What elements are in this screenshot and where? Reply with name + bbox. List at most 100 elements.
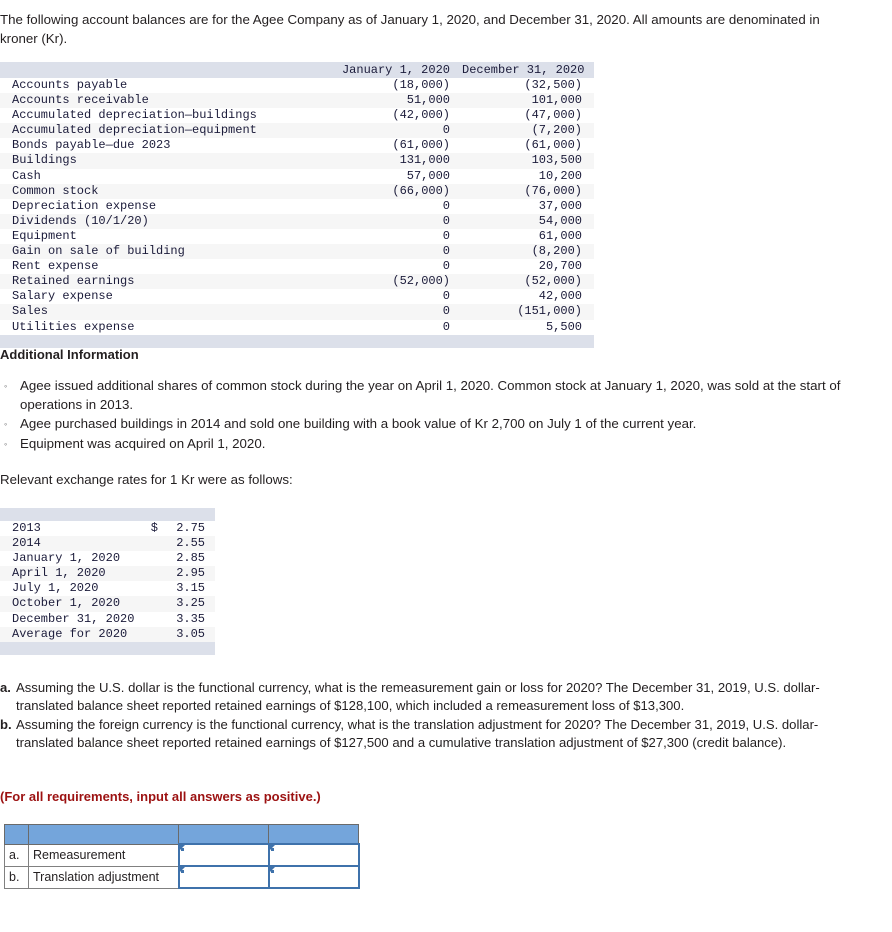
rates-foot-cell-2 bbox=[140, 641, 162, 655]
answer-header-label bbox=[28, 824, 179, 845]
table-row: Utilities expense 0 5,500 bbox=[0, 319, 594, 335]
dec-balance-cell: (7,200) bbox=[531, 123, 582, 138]
jan-balance-cell: 51,000 bbox=[406, 93, 450, 108]
cell-dropdown-marker-dot-icon bbox=[270, 848, 274, 851]
cell-dropdown-marker-icon bbox=[179, 845, 185, 850]
exchange-rates-intro: Relevant exchange rates for 1 Kr were as… bbox=[0, 472, 293, 487]
rate-date-cell: Average for 2020 bbox=[12, 626, 128, 641]
jan-balance-cell: (61,000) bbox=[392, 138, 450, 153]
balances-header-dec: December 31, 2020 bbox=[462, 62, 594, 78]
rates-band-cell-3 bbox=[162, 508, 215, 521]
currency-symbol-cell bbox=[140, 536, 162, 551]
table-row: Rent expense 0 20,700 bbox=[0, 259, 594, 275]
answer-input-cell-2[interactable] bbox=[267, 843, 360, 867]
table-row: Accounts receivable 51,000 101,000 bbox=[0, 93, 594, 109]
table-row: Gain on sale of building 0 (8,200) bbox=[0, 244, 594, 260]
table-row: 2013 $2.75 bbox=[0, 521, 215, 537]
dec-balance-cell: 61,000 bbox=[538, 228, 582, 243]
answer-input-cell-1[interactable] bbox=[177, 865, 270, 889]
rate-value-cell: 2.95 bbox=[176, 566, 205, 581]
account-name-cell: Sales bbox=[12, 304, 49, 319]
intro-paragraph: The following account balances are for t… bbox=[0, 12, 820, 46]
currency-symbol-cell bbox=[140, 627, 162, 642]
answer-row-label: Translation adjustment bbox=[28, 865, 179, 889]
dec-balance-cell: 37,000 bbox=[538, 198, 582, 213]
rate-value-cell: 2.75 bbox=[176, 521, 205, 535]
table-row: Sales 0 (151,000) bbox=[0, 304, 594, 320]
balances-header-account bbox=[0, 62, 330, 78]
table-row: October 1, 2020 3.25 bbox=[0, 596, 215, 612]
table-row: Equipment 0 61,000 bbox=[0, 228, 594, 245]
jan-balance-cell: 0 bbox=[442, 228, 450, 243]
jan-balance-cell: 57,000 bbox=[406, 168, 450, 183]
table-row: April 1, 2020 2.95 bbox=[0, 566, 215, 582]
jan-balance-cell: 0 bbox=[442, 213, 450, 228]
bullet-icon: ◦ bbox=[4, 381, 8, 391]
requirement-text: Assuming the U.S. dollar is the function… bbox=[16, 680, 820, 714]
dec-balance-cell: (8,200) bbox=[531, 244, 582, 259]
rate-value-cell: 3.35 bbox=[176, 611, 205, 626]
jan-balance-cell: 0 bbox=[442, 289, 450, 304]
rate-value-cell: 2.55 bbox=[176, 536, 205, 551]
balances-footer-band bbox=[0, 334, 594, 348]
list-item-text: Agee issued additional shares of common … bbox=[20, 378, 841, 412]
cell-dropdown-marker-icon bbox=[269, 867, 275, 872]
jan-balance-cell: (18,000) bbox=[392, 78, 450, 92]
rate-date-cell: December 31, 2020 bbox=[12, 611, 135, 626]
jan-balance-cell: 0 bbox=[442, 319, 450, 334]
answer-header-col1 bbox=[178, 824, 269, 845]
account-name-cell: Accumulated depreciation—equipment bbox=[12, 123, 257, 138]
answer-input-cell-1[interactable] bbox=[177, 843, 270, 867]
currency-symbol-cell: $ bbox=[150, 521, 158, 535]
cell-dropdown-marker-dot-icon bbox=[180, 848, 184, 851]
band-cell-1 bbox=[0, 334, 330, 348]
dec-balance-cell: (32,500) bbox=[524, 78, 582, 92]
balances-header-row: January 1, 2020 December 31, 2020 bbox=[0, 62, 594, 78]
jan-balance-cell: 0 bbox=[442, 244, 450, 259]
answer-header bbox=[4, 824, 359, 845]
table-row: Buildings 131,000 103,500 bbox=[0, 153, 594, 169]
answer-format-note: (For all requirements, input all answers… bbox=[0, 789, 321, 804]
rates-footer bbox=[0, 641, 215, 655]
table-row: 2014 2.55 bbox=[0, 536, 215, 552]
dec-balance-cell: 42,000 bbox=[538, 289, 582, 304]
answer-input-cell-2[interactable] bbox=[267, 865, 360, 889]
currency-symbol-cell bbox=[140, 551, 162, 566]
jan-balance-cell: 131,000 bbox=[399, 153, 450, 168]
rate-date-cell: 2014 bbox=[12, 536, 41, 551]
rate-date-cell: October 1, 2020 bbox=[12, 596, 121, 611]
dec-balance-cell: 54,000 bbox=[538, 213, 582, 228]
currency-symbol-cell bbox=[140, 596, 162, 611]
table-row: January 1, 2020 2.85 bbox=[0, 551, 215, 567]
currency-symbol-cell bbox=[140, 566, 162, 581]
account-name-cell: Accounts receivable bbox=[12, 93, 149, 108]
answer-row-index: a. bbox=[4, 843, 29, 867]
answer-row: a. Remeasurement bbox=[4, 843, 360, 867]
requirement-marker: a. bbox=[0, 680, 11, 695]
account-name-cell: Bonds payable—due 2023 bbox=[12, 138, 171, 153]
account-name-cell: Cash bbox=[12, 168, 41, 183]
answer-rows: a. Remeasurement b. Translation adjustment bbox=[4, 843, 360, 889]
jan-balance-cell: (42,000) bbox=[392, 108, 450, 123]
table-row: Accumulated depreciation—buildings (42,00… bbox=[0, 108, 594, 124]
account-name-cell: Accumulated depreciation—buildings bbox=[12, 108, 257, 123]
table-row: Average for 2020 3.05 bbox=[0, 626, 215, 642]
answer-entry-table: a. Remeasurement b. Translation adjustment bbox=[4, 824, 360, 889]
cell-dropdown-marker-icon bbox=[179, 867, 185, 872]
table-row: Bonds payable—due 2023 (61,000) (61,000) bbox=[0, 138, 594, 154]
dec-balance-cell: (76,000) bbox=[524, 183, 582, 198]
jan-balance-cell: (52,000) bbox=[392, 274, 450, 289]
rates-band-cell-2 bbox=[140, 508, 162, 521]
rates-band-cell-1 bbox=[0, 508, 140, 521]
dec-balance-cell: (61,000) bbox=[524, 138, 582, 153]
table-row: Cash 57,000 10,200 bbox=[0, 168, 594, 184]
bullet-icon: ◦ bbox=[4, 419, 8, 429]
account-name-cell: Retained earnings bbox=[12, 274, 135, 289]
rate-value-cell: 2.85 bbox=[176, 551, 205, 566]
dec-balance-cell: 20,700 bbox=[538, 259, 582, 274]
dec-balance-cell: 103,500 bbox=[531, 153, 582, 168]
answer-row-index: b. bbox=[4, 865, 29, 889]
list-item: ◦ Agee purchased buildings in 2014 and so… bbox=[0, 415, 860, 434]
balances-header-jan: January 1, 2020 bbox=[330, 62, 462, 78]
account-name-cell: Salary expense bbox=[12, 289, 113, 304]
